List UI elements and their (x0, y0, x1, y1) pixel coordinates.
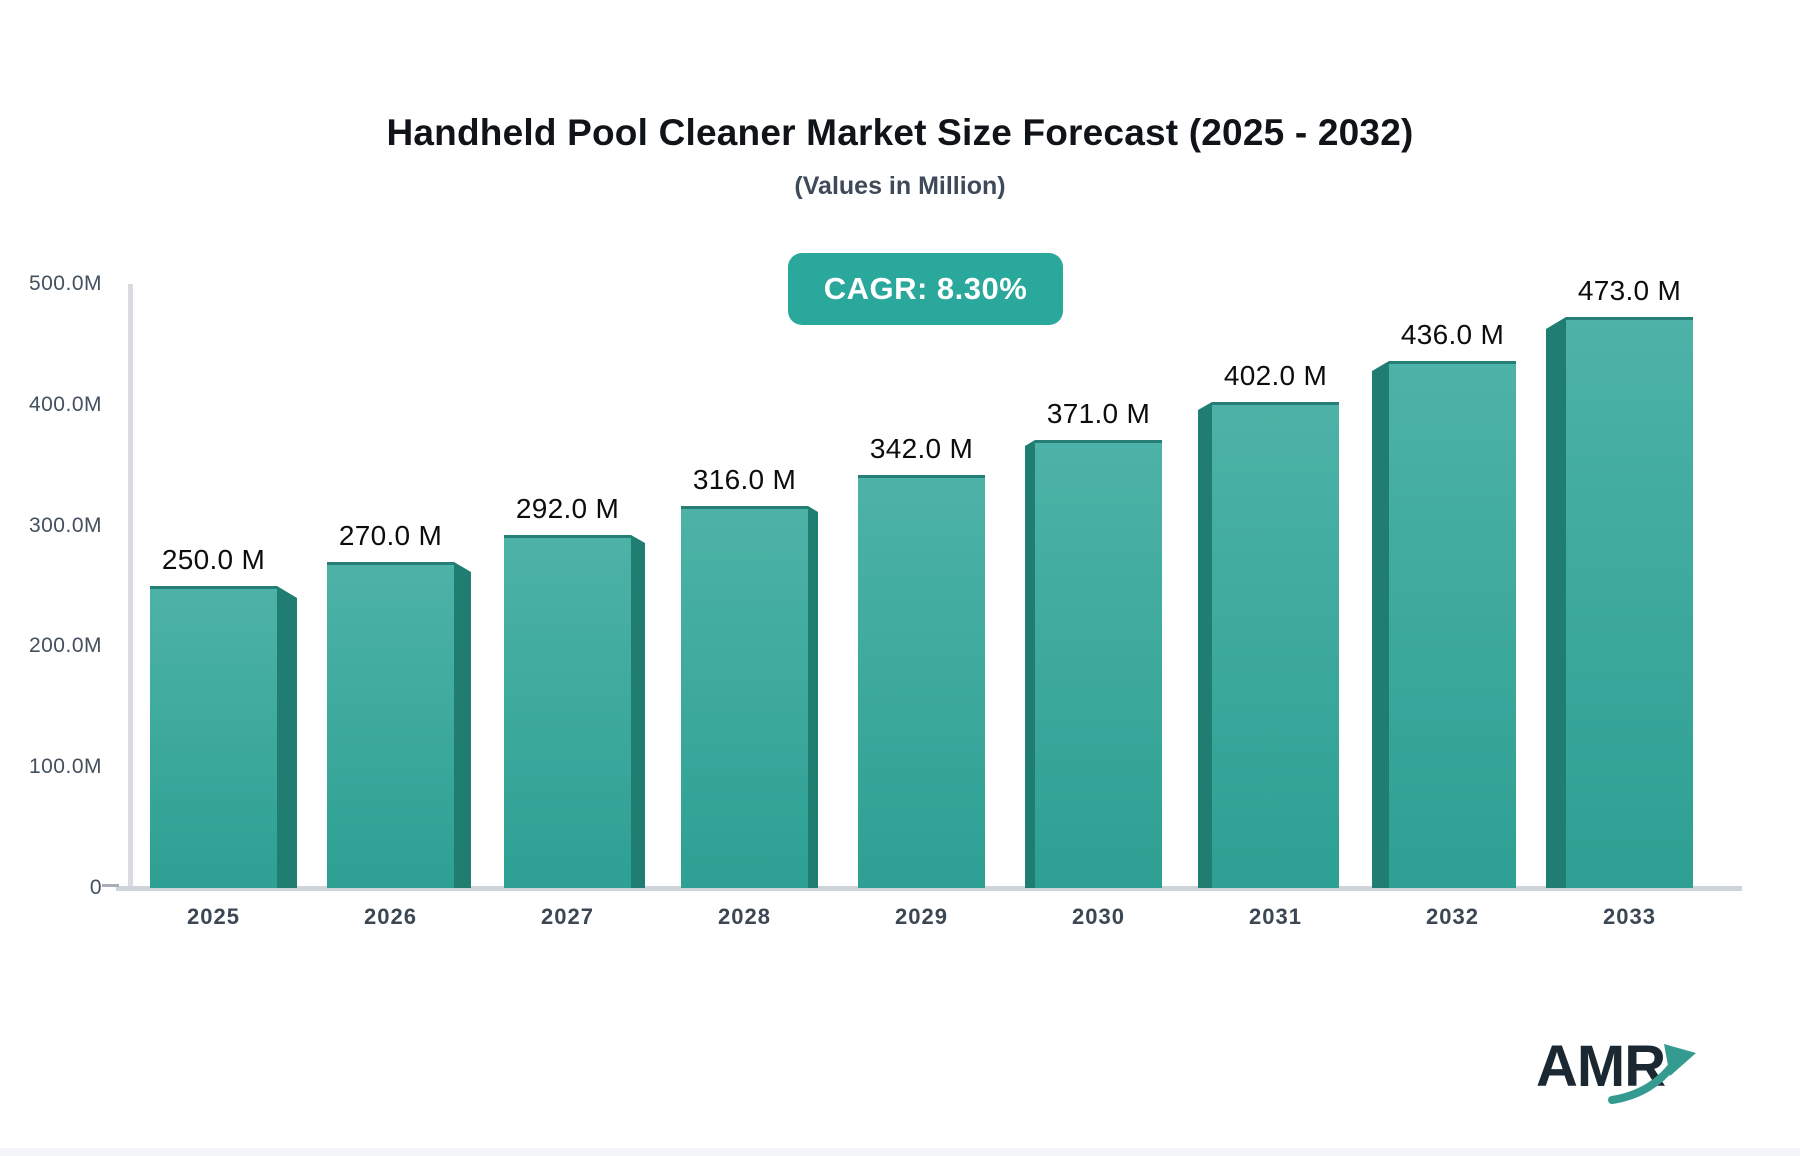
bar-value-label-2026: 270.0 M (338, 520, 443, 551)
cagr-badge: CAGR: 8.30% (788, 253, 1063, 325)
bar-side-2027 (631, 535, 645, 888)
x-axis-label-2030: 2030 (1072, 904, 1125, 929)
bar-side-2031 (1198, 402, 1212, 888)
bar-2028[interactable] (681, 506, 808, 888)
y-axis-label-500: 500.0M (28, 272, 102, 295)
x-axis-label-2028: 2028 (718, 904, 771, 929)
bar-2031[interactable] (1212, 402, 1339, 888)
bar-2032[interactable] (1389, 361, 1516, 888)
x-axis-label-2025: 2025 (187, 904, 240, 929)
bar-value-label-2029: 342.0 M (869, 433, 974, 464)
bar-side-2026 (454, 562, 471, 888)
y-axis-line (128, 284, 133, 888)
amr-logo: AMR (1536, 1038, 1736, 1118)
y-axis-label-100: 100.0M (28, 755, 102, 779)
y-axis-label-200: 200.0M (28, 634, 102, 658)
growth-arrow-icon (1608, 1044, 1696, 1104)
y-axis-label-0: 0 (89, 876, 102, 899)
bar-2027[interactable] (504, 535, 631, 888)
chart-title: Handheld Pool Cleaner Market Size Foreca… (386, 112, 1414, 153)
y-axis-label-400: 400.0M (28, 392, 102, 416)
bar-2029[interactable] (858, 475, 985, 888)
zero-tick-mark (102, 884, 119, 887)
bar-value-label-2028: 316.0 M (692, 464, 797, 495)
y-axis-label-300: 300.0M (28, 513, 102, 537)
chart-subtitle: (Values in Million) (794, 172, 1006, 200)
bar-value-label-2031: 402.0 M (1223, 360, 1328, 391)
bar-side-2032 (1372, 361, 1389, 888)
x-axis-label-2032: 2032 (1426, 904, 1479, 929)
bar-side-2030 (1025, 440, 1035, 888)
bar-side-2028 (808, 506, 818, 888)
bar-side-2025 (277, 586, 297, 888)
x-axis-label-2033: 2033 (1603, 904, 1656, 929)
bar-2033[interactable] (1566, 317, 1693, 888)
bar-2030[interactable] (1035, 440, 1162, 888)
x-axis-baseline (116, 886, 1742, 891)
x-axis-label-2026: 2026 (364, 904, 417, 929)
x-axis-label-2029: 2029 (895, 904, 948, 929)
bar-value-label-2027: 292.0 M (515, 493, 620, 524)
bar-2025[interactable] (150, 586, 277, 888)
bar-side-2033 (1546, 317, 1566, 888)
x-axis-label-2031: 2031 (1249, 904, 1302, 929)
bar-value-label-2030: 371.0 M (1046, 398, 1151, 429)
bar-value-label-2032: 436.0 M (1400, 319, 1505, 350)
footer-strip (0, 1148, 1800, 1156)
bar-value-label-2025: 250.0 M (161, 544, 266, 575)
x-axis-label-2027: 2027 (541, 904, 594, 929)
bar-2026[interactable] (327, 562, 454, 888)
bar-value-label-2033: 473.0 M (1577, 275, 1682, 306)
